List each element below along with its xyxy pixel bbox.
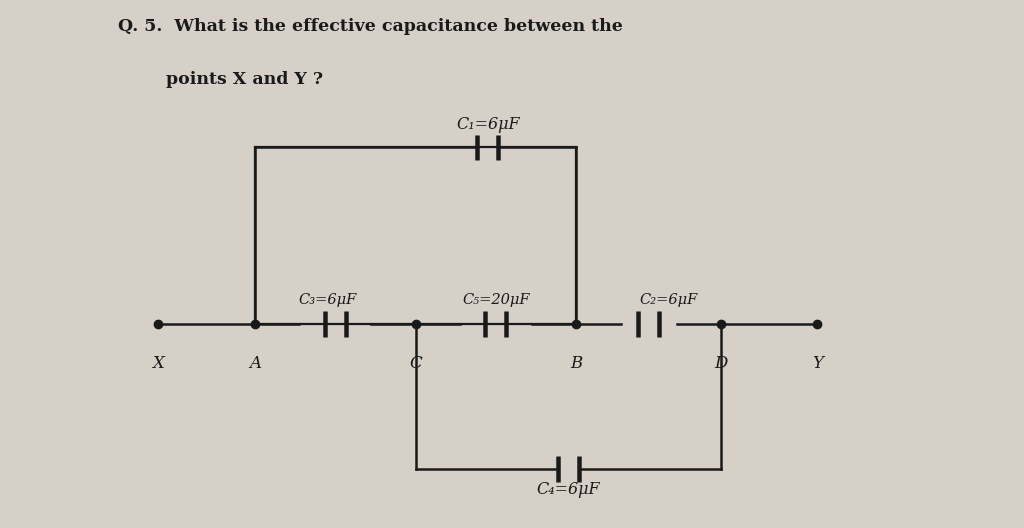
Text: C: C — [410, 355, 422, 372]
Text: X: X — [153, 355, 164, 372]
Text: C₁=6μF: C₁=6μF — [456, 116, 520, 133]
Text: A: A — [249, 355, 261, 372]
Text: D: D — [715, 355, 728, 372]
Text: B: B — [570, 355, 583, 372]
Bar — [255, 147, 577, 324]
Text: Q. 5.  What is the effective capacitance between the: Q. 5. What is the effective capacitance … — [119, 18, 624, 35]
Text: Y: Y — [812, 355, 823, 372]
Text: C₂=6μF: C₂=6μF — [640, 293, 698, 307]
Text: C₃=6μF: C₃=6μF — [298, 293, 356, 307]
Text: C₄=6μF: C₄=6μF — [537, 481, 600, 498]
Text: points X and Y ?: points X and Y ? — [119, 71, 324, 88]
Text: C₅=20μF: C₅=20μF — [462, 293, 529, 307]
